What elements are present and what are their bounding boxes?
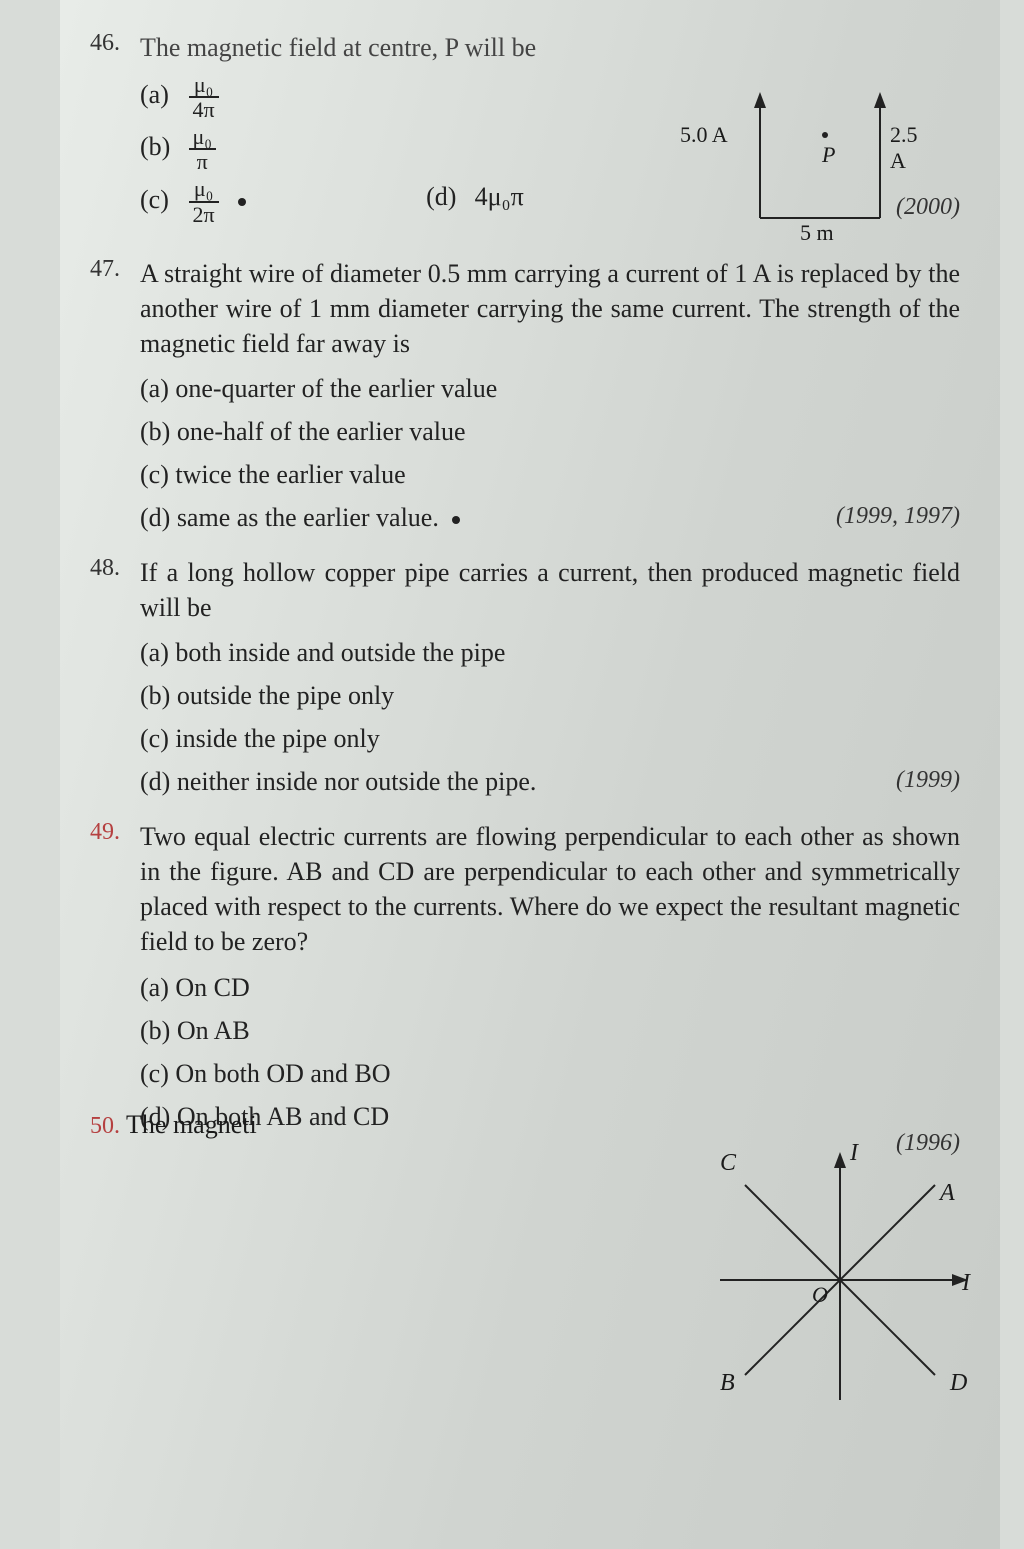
opt-text: (d) same as the earlier value. xyxy=(140,503,439,532)
opt-label-d: (d) xyxy=(426,177,468,216)
question-number-46: 46. xyxy=(90,30,120,57)
opt-text-d: 4μ₀π xyxy=(475,182,524,211)
question-46: 46. The magnetic field at centre, P will… xyxy=(140,30,960,226)
frac-den: π xyxy=(189,150,216,173)
frac-num: μ₀ xyxy=(189,125,216,150)
diag46-right-label: 2.5 A xyxy=(890,122,930,174)
option-47d: (d) same as the earlier value. (1999, 19… xyxy=(140,498,960,537)
year-48: (1999) xyxy=(896,762,960,798)
textbook-page: 46. The magnetic field at centre, P will… xyxy=(60,0,1000,1549)
option-46c: (c) μ₀ 2π xyxy=(140,177,246,225)
diag49-d: D xyxy=(950,1370,967,1397)
question-48: 48. If a long hollow copper pipe carries… xyxy=(140,555,960,801)
year-47: (1999, 1997) xyxy=(836,498,960,534)
options-48: (a) both inside and outside the pipe (b)… xyxy=(140,633,960,801)
option-47b: (b) one-half of the earlier value xyxy=(140,412,960,451)
diag49-o: O xyxy=(812,1282,828,1308)
diag46-dist-label: 5 m xyxy=(800,220,834,246)
question-47: 47. A straight wire of diameter 0.5 mm c… xyxy=(140,256,960,537)
options-47: (a) one-quarter of the earlier value (b)… xyxy=(140,369,960,537)
option-49c: (c) On both OD and BO xyxy=(140,1054,660,1093)
question-number-50: 50. xyxy=(90,1113,120,1139)
question-49: 49. Two equal electric currents are flow… xyxy=(140,819,960,1135)
diag46-left-label: 5.0 A xyxy=(680,122,728,148)
opt-text: (d) neither inside nor outside the pipe. xyxy=(140,767,536,796)
ink-dot xyxy=(238,198,246,206)
question-text-47: A straight wire of diameter 0.5 mm carry… xyxy=(140,256,960,361)
question-number-47: 47. xyxy=(90,256,120,283)
option-47c: (c) twice the earlier value xyxy=(140,455,960,494)
opt-label-b: (b) xyxy=(140,127,182,166)
option-48c: (c) inside the pipe only xyxy=(140,719,960,758)
option-49b: (b) On AB xyxy=(140,1011,660,1050)
diag49-c: C xyxy=(720,1150,736,1177)
frac-num: μ₀ xyxy=(189,73,219,98)
diagram-46: 5.0 A 2.5 A P 5 m xyxy=(670,60,930,250)
diag49-i2: I xyxy=(962,1270,970,1297)
question-text-48: If a long hollow copper pipe carries a c… xyxy=(140,555,960,625)
diag49-i1: I xyxy=(850,1140,858,1167)
diagram-49-svg xyxy=(700,1140,980,1420)
fraction-b: μ₀ π xyxy=(189,125,216,173)
diag49-a: A xyxy=(940,1180,955,1207)
option-47a: (a) one-quarter of the earlier value xyxy=(140,369,960,408)
frac-num: μ₀ xyxy=(189,177,219,202)
question-text-49: Two equal electric currents are flowing … xyxy=(140,819,960,959)
fraction-a: μ₀ 4π xyxy=(189,73,219,121)
frac-den: 2π xyxy=(189,203,219,226)
opt-label-c: (c) xyxy=(140,180,182,219)
opt-label-a: (a) xyxy=(140,75,182,114)
diag46-p-label: P xyxy=(822,142,835,168)
option-48a: (a) both inside and outside the pipe xyxy=(140,633,960,672)
fraction-c: μ₀ 2π xyxy=(189,177,219,225)
option-48d: (d) neither inside nor outside the pipe.… xyxy=(140,762,960,801)
diagram-49: C A B D I I O xyxy=(700,1140,980,1420)
diag49-b: B xyxy=(720,1370,735,1397)
question-50-partial: 50. The magneti xyxy=(90,1110,257,1140)
option-49a: (a) On CD xyxy=(140,968,660,1007)
question-text-50: The magneti xyxy=(126,1110,257,1139)
frac-den: 4π xyxy=(189,98,219,121)
ink-dot xyxy=(452,516,460,524)
option-46d: (d) 4μ₀π xyxy=(426,177,524,225)
option-48b: (b) outside the pipe only xyxy=(140,676,960,715)
question-number-48: 48. xyxy=(90,555,120,582)
question-number-49: 49. xyxy=(90,819,120,846)
